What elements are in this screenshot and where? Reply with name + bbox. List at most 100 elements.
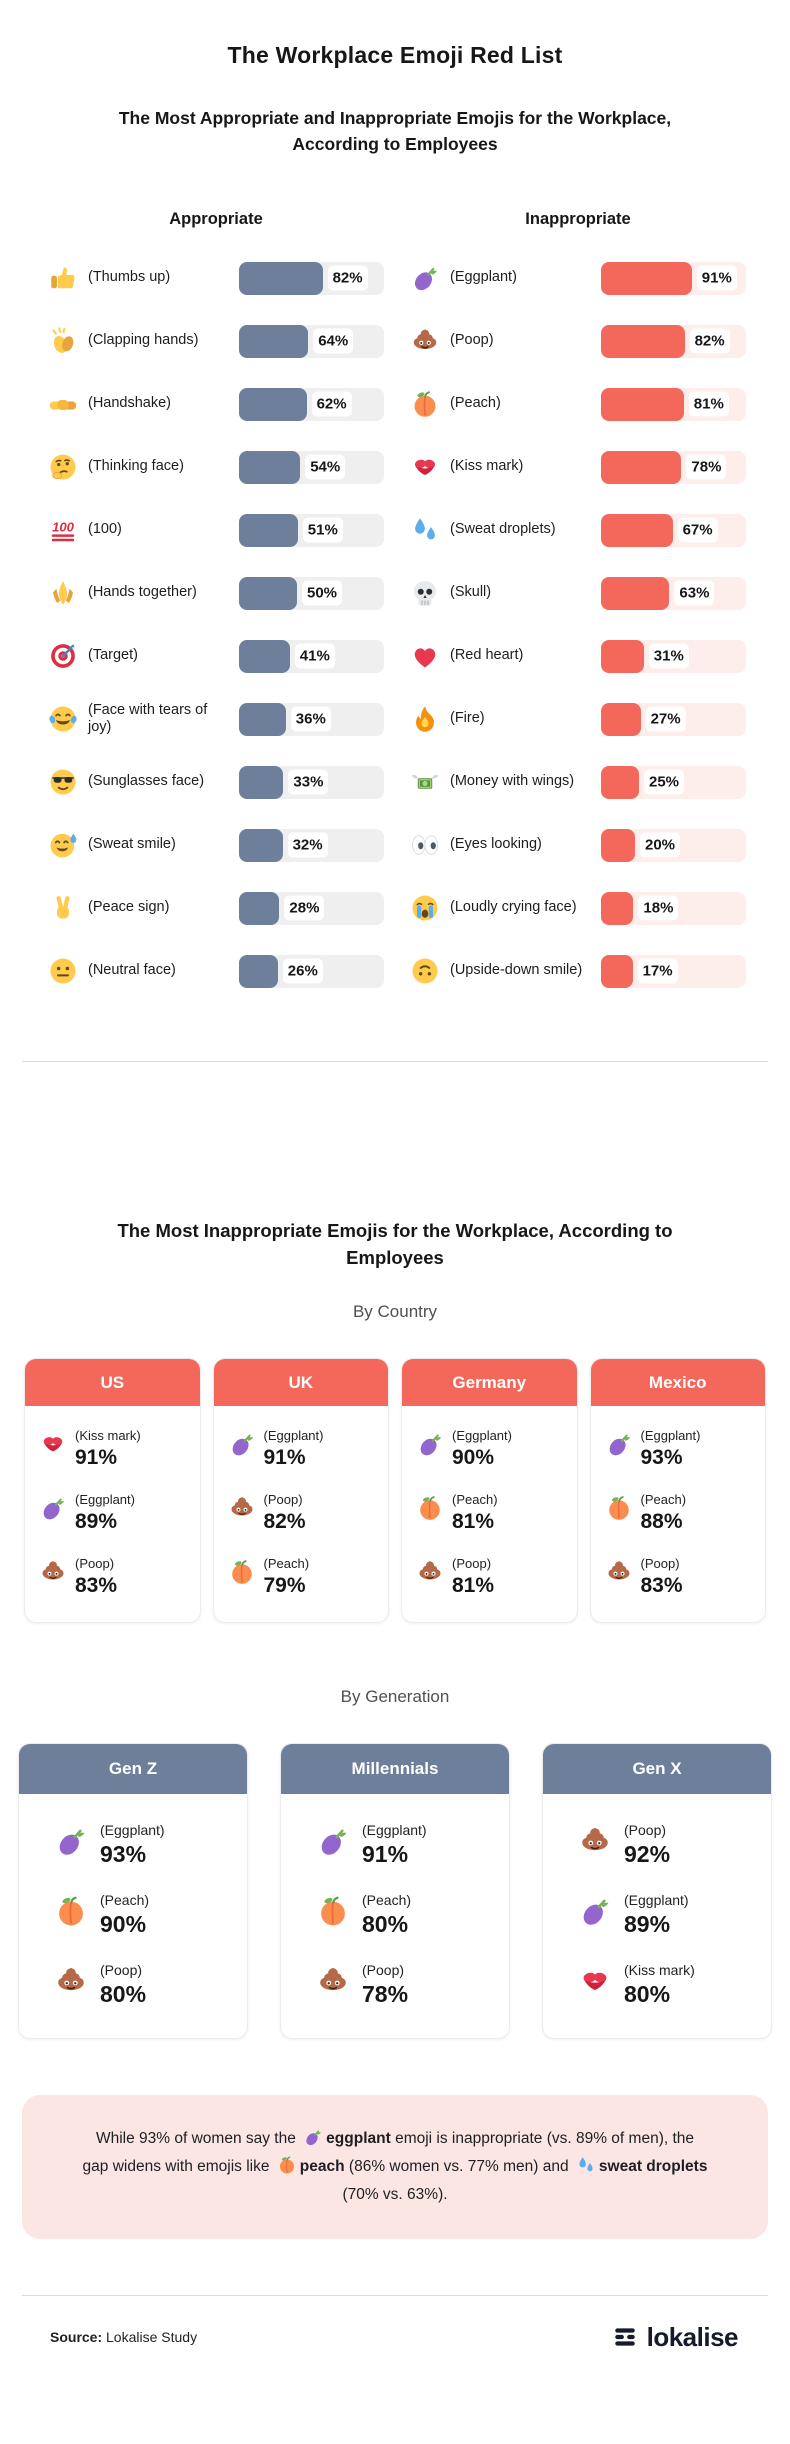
skull-icon — [410, 578, 440, 608]
bar-fill: 27% — [601, 702, 686, 736]
bar-fill: 54% — [239, 450, 346, 484]
entry-label: (Eggplant) — [624, 1892, 689, 1908]
bar-track: 25% — [601, 765, 746, 799]
emoji-label: (Skull) — [450, 584, 492, 601]
bar-value: 50% — [302, 580, 343, 606]
country-card-header: UK — [213, 1359, 388, 1406]
bar-track: 91% — [601, 261, 746, 295]
emoji-label: (Peach) — [450, 395, 501, 412]
bar-track: 54% — [239, 450, 384, 484]
poop-icon — [578, 1824, 612, 1858]
generation-cards: Gen Z (Eggplant) 93% (Peach) 90% — [0, 1743, 790, 2039]
entry-percent: 91% — [75, 1446, 118, 1469]
section-divider — [22, 1060, 768, 1062]
svg-text:100: 100 — [52, 519, 75, 534]
bar-row: (Peach) 81% — [410, 373, 746, 436]
bar-row: (Sweat smile) 32% — [48, 814, 384, 877]
kiss-mark-icon — [39, 1430, 67, 1458]
emoji-label: (Money with wings) — [450, 773, 575, 790]
entry-label: (Eggplant) — [75, 1492, 135, 1507]
emoji-rank-entry: (Kiss mark) 80% — [578, 1962, 736, 2008]
emoji-label: (Eggplant) — [450, 269, 517, 286]
eggplant-icon — [39, 1494, 67, 1522]
bar-row: (Sunglasses face) 33% — [48, 751, 384, 814]
bar-fill: 81% — [601, 387, 729, 421]
emoji-label: (Fire) — [450, 710, 485, 727]
bar-row: 100 (100) 51% — [48, 499, 384, 562]
bar-row: (Thumbs up) 82% — [48, 247, 384, 310]
peach-icon — [277, 2155, 297, 2175]
bar-value: 51% — [302, 517, 343, 543]
poop-icon — [54, 1964, 88, 1998]
emoji-label: (Sunglasses face) — [88, 773, 205, 790]
bar-value: 82% — [327, 265, 368, 291]
callout-text: (70% vs. 63%). — [342, 2185, 448, 2203]
hands-together-icon — [48, 578, 78, 608]
clapping-hands-icon — [48, 326, 78, 356]
entry-label: (Eggplant) — [362, 1822, 427, 1838]
bar-value: 18% — [638, 895, 679, 921]
inappropriate-heading: Inappropriate — [525, 209, 631, 228]
emoji-rank-entry: (Eggplant) 90% — [416, 1428, 563, 1470]
callout-text: While 93% of women say the — [95, 2130, 301, 2147]
bar-track: 63% — [601, 576, 746, 610]
neutral-face-icon — [48, 956, 78, 986]
bar-track: 33% — [239, 765, 384, 799]
entry-text: (Eggplant) 89% — [624, 1892, 689, 1938]
emoji-label: (Loudly crying face) — [450, 899, 577, 916]
emoji-label: (Kiss mark) — [450, 458, 524, 475]
bar-fill: 51% — [239, 513, 343, 547]
bar-value: 33% — [288, 769, 329, 795]
eggplant-icon — [410, 263, 440, 293]
bar-track: 31% — [601, 639, 746, 673]
appropriate-rows: (Thumbs up) 82% (Clapping hands) 64% — [48, 247, 384, 1003]
kiss-mark-icon — [410, 452, 440, 482]
bar-row: (Neutral face) 26% — [48, 940, 384, 1003]
generation-card-genx: Gen X (Poop) 92% (Eggplant) 89% — [542, 1743, 772, 2039]
entry-text: (Eggplant) 90% — [452, 1428, 512, 1470]
entry-label: (Kiss mark) — [75, 1428, 141, 1443]
entry-text: (Kiss mark) 91% — [75, 1428, 141, 1470]
entry-text: (Eggplant) 89% — [75, 1492, 135, 1534]
money-with-wings-icon — [410, 767, 440, 797]
country-cards: US (Kiss mark) 91% (Eggplant) 89% — [0, 1358, 790, 1623]
callout-text: peach — [299, 2157, 345, 2175]
emoji-rank-entry: (Peach) 79% — [228, 1556, 375, 1598]
peace-sign-icon — [48, 893, 78, 923]
entry-label: (Poop) — [640, 1556, 680, 1571]
country-card-header: Germany — [402, 1359, 577, 1406]
entry-text: (Kiss mark) 80% — [624, 1962, 695, 2008]
bar-row: (Peace sign) 28% — [48, 877, 384, 940]
emoji-label: (100) — [88, 521, 122, 538]
generation-card-genz: Gen Z (Eggplant) 93% (Peach) 90% — [18, 1743, 248, 2039]
bar-fill: 62% — [239, 387, 352, 421]
emoji-label: (Peace sign) — [88, 899, 170, 916]
poop-icon — [316, 1964, 350, 1998]
bar-value: 67% — [677, 517, 718, 543]
bar-fill: 41% — [239, 639, 335, 673]
emoji-rank-entry: (Eggplant) 91% — [316, 1822, 474, 1868]
entry-text: (Peach) 81% — [452, 1492, 498, 1534]
emoji-rank-entry: (Eggplant) 93% — [605, 1428, 752, 1470]
bar-track: 82% — [601, 324, 746, 358]
bar-row: (Sweat droplets) 67% — [410, 499, 746, 562]
footer: Source: Lokalise Study lokalise — [22, 2294, 768, 2353]
source-label: Source: — [50, 2329, 103, 2346]
emoji-rank-entry: (Poop) 92% — [578, 1822, 736, 1868]
entry-text: (Poop) 83% — [641, 1556, 683, 1598]
entry-text: (Eggplant) 93% — [641, 1428, 701, 1470]
emoji-label: (Hands together) — [88, 584, 197, 601]
entry-label: (Peach) — [362, 1892, 412, 1908]
bar-value: 41% — [294, 643, 335, 669]
bar-row: (Clapping hands) 64% — [48, 310, 384, 373]
emoji-rank-entry: (Poop) 83% — [39, 1556, 186, 1598]
emoji-label: (Poop) — [450, 332, 494, 349]
bar-track: 78% — [601, 450, 746, 484]
kiss-mark-icon — [578, 1964, 612, 1998]
eyes-looking-icon — [410, 830, 440, 860]
bar-fill: 91% — [601, 261, 737, 295]
bar-fill: 32% — [239, 828, 328, 862]
entry-percent: 81% — [452, 1510, 495, 1533]
emoji-label: (Red heart) — [450, 647, 524, 664]
entry-label: (Peach) — [263, 1556, 310, 1571]
